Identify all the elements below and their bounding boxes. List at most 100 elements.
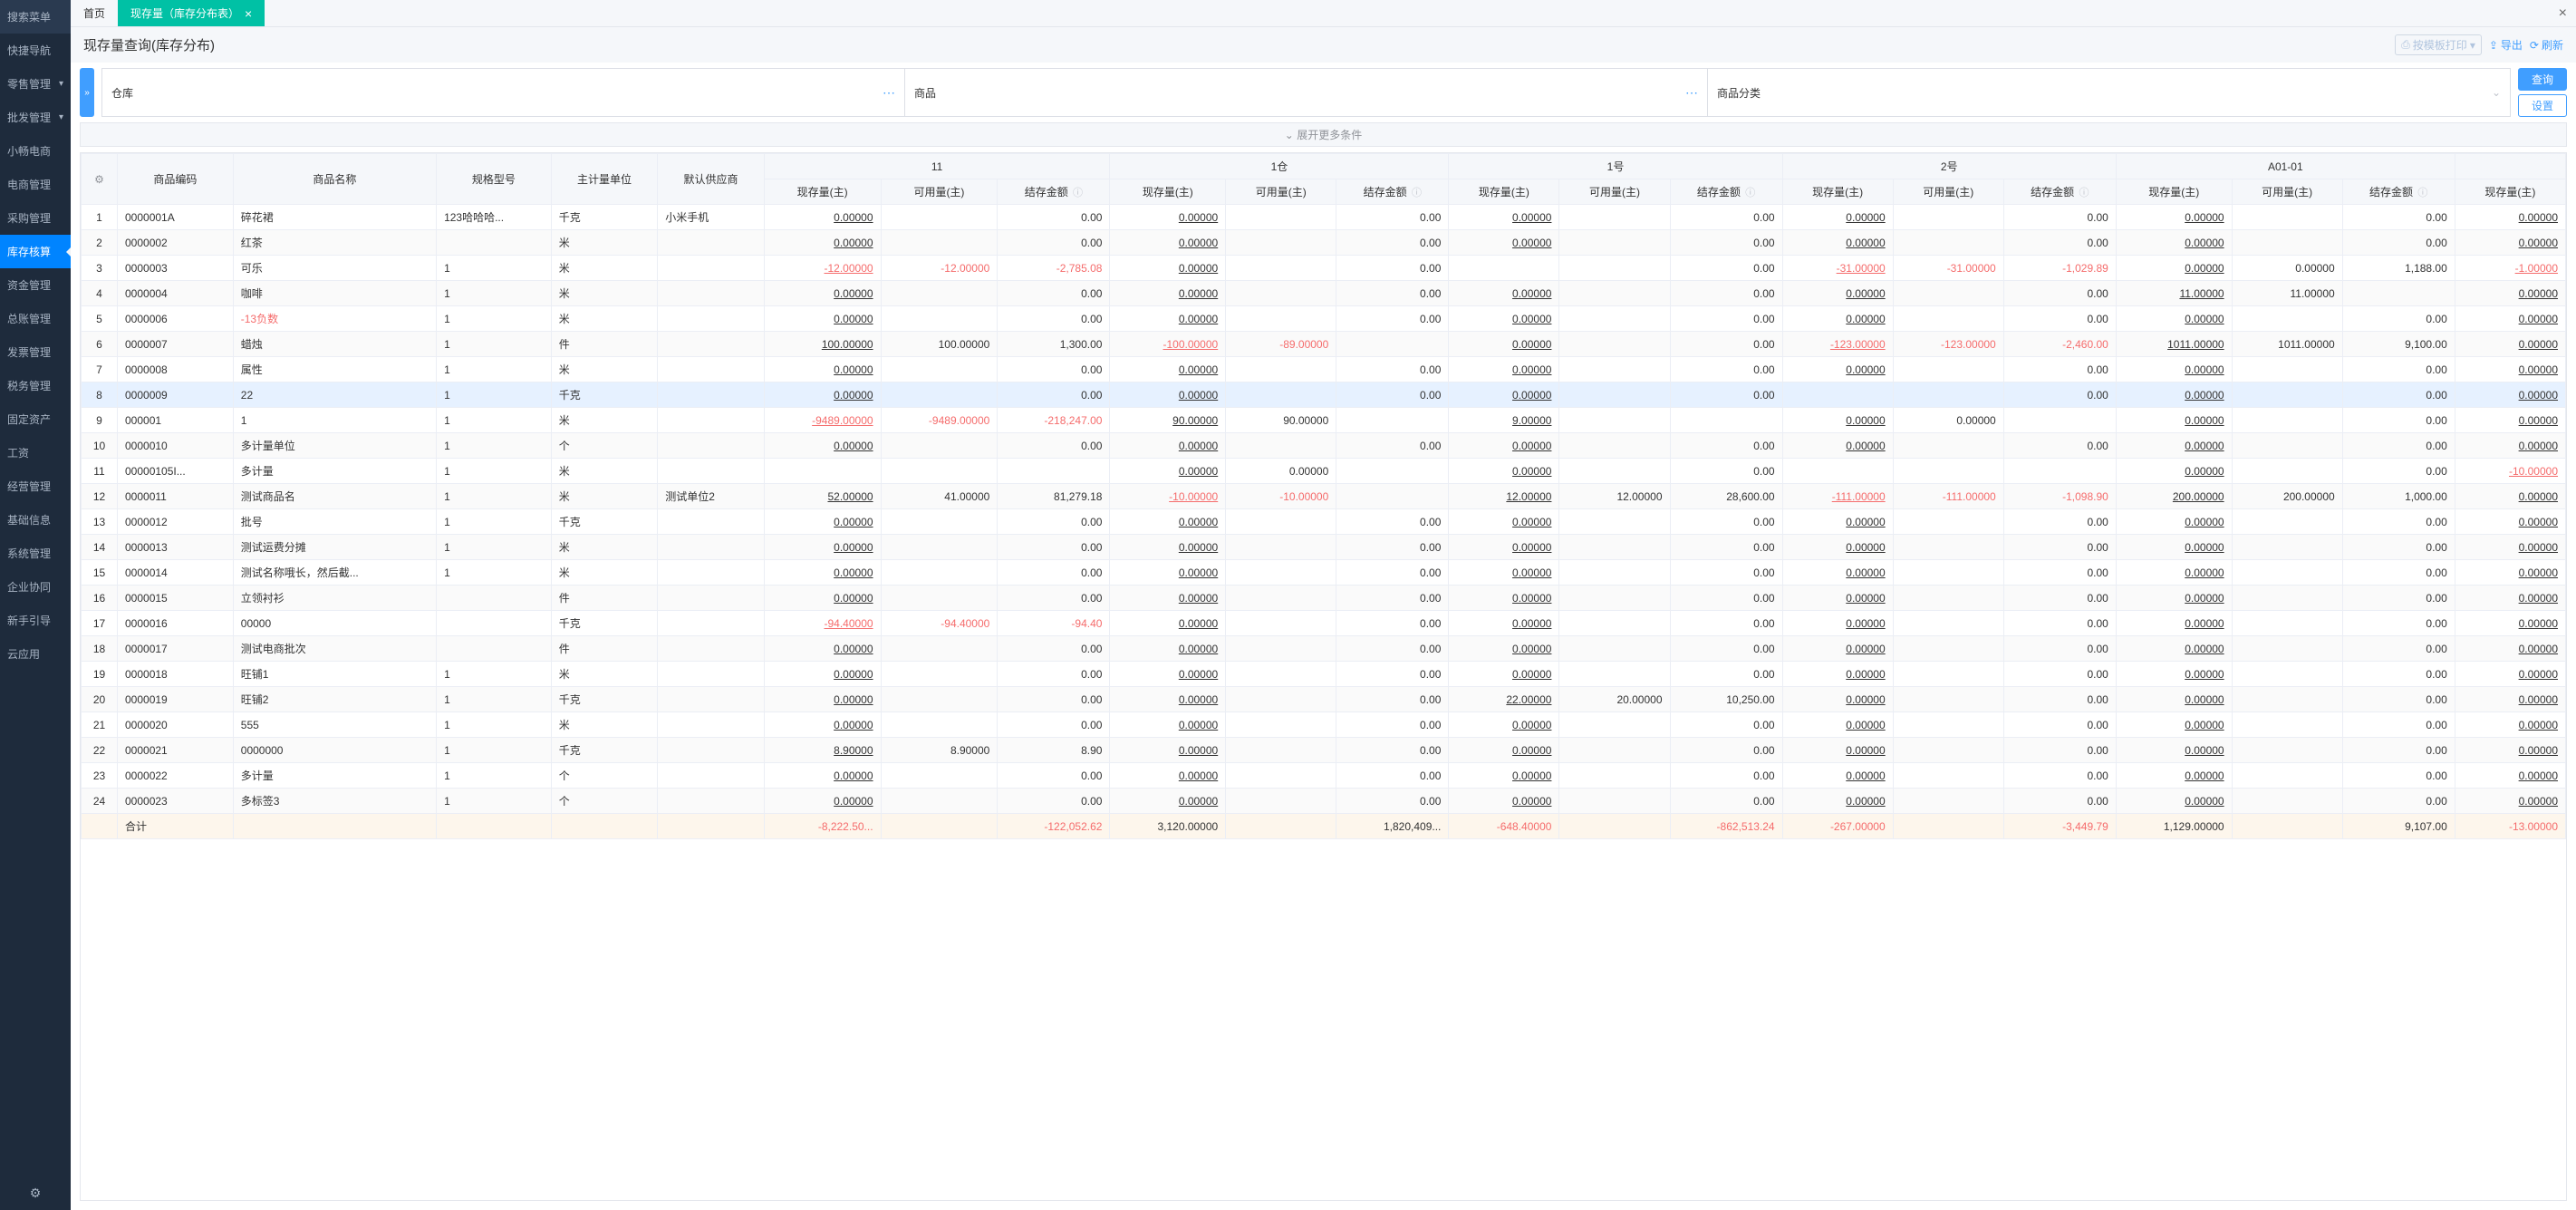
col-amount[interactable]: 结存金额 ⓘ [2342, 179, 2455, 205]
cell[interactable]: 0.00000 [1782, 408, 1893, 433]
cell[interactable]: 0.00000 [1449, 662, 1559, 687]
col-stock[interactable]: 现存量(主) [2116, 179, 2232, 205]
cell[interactable]: 0.00000 [1449, 712, 1559, 738]
cell[interactable]: 1011.00000 [2116, 332, 2232, 357]
query-button[interactable]: 查询 [2518, 68, 2567, 91]
table-row[interactable]: 70000008属性1米0.000000.000.000000.000.0000… [82, 357, 2566, 382]
col-stock[interactable]: 现存量(主) [1449, 179, 1559, 205]
col-amount[interactable]: 结存金额 ⓘ [2003, 179, 2116, 205]
cell[interactable]: 0.00000 [1110, 230, 1226, 256]
sidebar-item[interactable]: 电商管理 [0, 168, 71, 201]
warehouse-header[interactable]: 1仓 [1110, 154, 1449, 179]
tab[interactable]: 首页 [71, 0, 118, 26]
cell[interactable]: 0.00000 [1449, 281, 1559, 306]
cell[interactable]: 0.00000 [764, 357, 881, 382]
sidebar-item[interactable]: 云应用 [0, 637, 71, 671]
cell[interactable]: 0.00000 [2116, 357, 2232, 382]
info-icon[interactable]: ⓘ [1745, 188, 1755, 198]
cell[interactable]: 0.00000 [1782, 763, 1893, 789]
col-stock[interactable]: 现存量(主) [1782, 179, 1893, 205]
col-amount[interactable]: 结存金额 ⓘ [998, 179, 1110, 205]
warehouse-input[interactable] [140, 86, 883, 99]
cell[interactable]: 0.00000 [764, 712, 881, 738]
cell[interactable]: 0.00000 [2455, 382, 2565, 408]
cell[interactable]: 0.00000 [764, 382, 881, 408]
table-row[interactable]: 140000013测试运费分摊1米0.000000.000.000000.000… [82, 535, 2566, 560]
col-available[interactable]: 可用量(主) [1893, 179, 2003, 205]
cell[interactable]: 0.00000 [1449, 535, 1559, 560]
table-row[interactable]: 20000002红茶米0.000000.000.000000.000.00000… [82, 230, 2566, 256]
cell[interactable]: 0.00000 [764, 281, 881, 306]
cell[interactable]: 0.00000 [1110, 256, 1226, 281]
cell[interactable]: 0.00000 [2455, 408, 2565, 433]
export-button[interactable]: ⇪ 导出 [2489, 37, 2523, 53]
cell[interactable]: 0.00000 [2116, 230, 2232, 256]
table-row[interactable]: 2100000205551米0.000000.000.000000.000.00… [82, 712, 2566, 738]
table-settings-icon[interactable]: ⚙ [94, 173, 104, 186]
col-available[interactable]: 可用量(主) [881, 179, 998, 205]
cell[interactable]: 0.00000 [1782, 636, 1893, 662]
table-row[interactable]: 130000012批号1千克0.000000.000.000000.000.00… [82, 509, 2566, 535]
cell[interactable]: 0.00000 [2116, 636, 2232, 662]
sidebar-item[interactable]: 发票管理 [0, 335, 71, 369]
sidebar-item[interactable]: 税务管理 [0, 369, 71, 402]
cell[interactable]: 9.00000 [1449, 408, 1559, 433]
table-row[interactable]: 17000001600000千克-94.40000-94.40000-94.40… [82, 611, 2566, 636]
cell[interactable]: 0.00000 [1110, 306, 1226, 332]
cell[interactable]: 0.00000 [2116, 408, 2232, 433]
cell[interactable]: 8.90000 [764, 738, 881, 763]
sidebar-item[interactable]: 搜索菜单 [0, 0, 71, 34]
cell[interactable]: 0.00000 [2455, 636, 2565, 662]
cell[interactable]: 0.00000 [2116, 586, 2232, 611]
col-spec[interactable]: 规格型号 [437, 154, 552, 205]
table-row[interactable]: 180000017测试电商批次件0.000000.000.000000.000.… [82, 636, 2566, 662]
cell[interactable]: 0.00000 [764, 687, 881, 712]
cell[interactable]: 0.00000 [1782, 560, 1893, 586]
cell[interactable]: -94.40000 [764, 611, 881, 636]
table-row[interactable]: 240000023多标签31个0.000000.000.000000.000.0… [82, 789, 2566, 814]
cell[interactable]: 0.00000 [2455, 789, 2565, 814]
cell[interactable]: -12.00000 [764, 256, 881, 281]
cell[interactable]: 11.00000 [2116, 281, 2232, 306]
cell[interactable]: 0.00000 [2116, 611, 2232, 636]
cell[interactable]: 0.00000 [764, 306, 881, 332]
cell[interactable]: 0.00000 [1449, 357, 1559, 382]
cell[interactable]: 0.00000 [1449, 586, 1559, 611]
cell[interactable]: 0.00000 [1110, 611, 1226, 636]
sidebar-item[interactable]: 库存核算 [0, 235, 71, 268]
info-icon[interactable]: ⓘ [2417, 188, 2427, 198]
sidebar-item[interactable]: 基础信息 [0, 503, 71, 537]
cell[interactable]: 0.00000 [1449, 509, 1559, 535]
cell[interactable]: 0.00000 [1110, 433, 1226, 459]
cell[interactable]: 0.00000 [764, 433, 881, 459]
col-supplier[interactable]: 默认供应商 [658, 154, 765, 205]
col-name[interactable]: 商品名称 [233, 154, 436, 205]
cell[interactable]: 0.00000 [2116, 712, 2232, 738]
col-stock[interactable]: 现存量(主) [1110, 179, 1226, 205]
tab-close-icon[interactable]: × [245, 7, 252, 20]
cell[interactable]: 0.00000 [1449, 332, 1559, 357]
cell[interactable]: 0.00000 [2116, 560, 2232, 586]
cell[interactable]: 0.00000 [1110, 535, 1226, 560]
cell[interactable]: 0.00000 [764, 205, 881, 230]
cell[interactable]: 0.00000 [1110, 382, 1226, 408]
info-icon[interactable]: ⓘ [1073, 188, 1083, 198]
table-row[interactable]: 50000006-13负数1米0.000000.000.000000.000.0… [82, 306, 2566, 332]
cell[interactable]: 0.00000 [1449, 433, 1559, 459]
cell[interactable]: 0.00000 [2116, 433, 2232, 459]
cell[interactable]: 0.00000 [2116, 306, 2232, 332]
cell[interactable]: 0.00000 [1449, 205, 1559, 230]
cell[interactable]: 0.00000 [1782, 357, 1893, 382]
cell[interactable]: 0.00000 [2455, 560, 2565, 586]
sidebar-item[interactable]: 新手引导 [0, 604, 71, 637]
cell[interactable]: 0.00000 [1110, 712, 1226, 738]
more-icon[interactable]: ⋯ [1685, 85, 1698, 101]
cell[interactable]: -10.00000 [1110, 484, 1226, 509]
cell[interactable]: 0.00000 [2455, 763, 2565, 789]
cell[interactable]: 0.00000 [2455, 230, 2565, 256]
cell[interactable]: 0.00000 [1782, 205, 1893, 230]
table-row[interactable]: 60000007蜡烛1件100.00000100.000001,300.00-1… [82, 332, 2566, 357]
cell[interactable]: 0.00000 [1110, 459, 1226, 484]
product-filter[interactable]: 商品 ⋯ [904, 68, 1707, 117]
table-row[interactable]: 22000002100000001千克8.900008.900008.900.0… [82, 738, 2566, 763]
